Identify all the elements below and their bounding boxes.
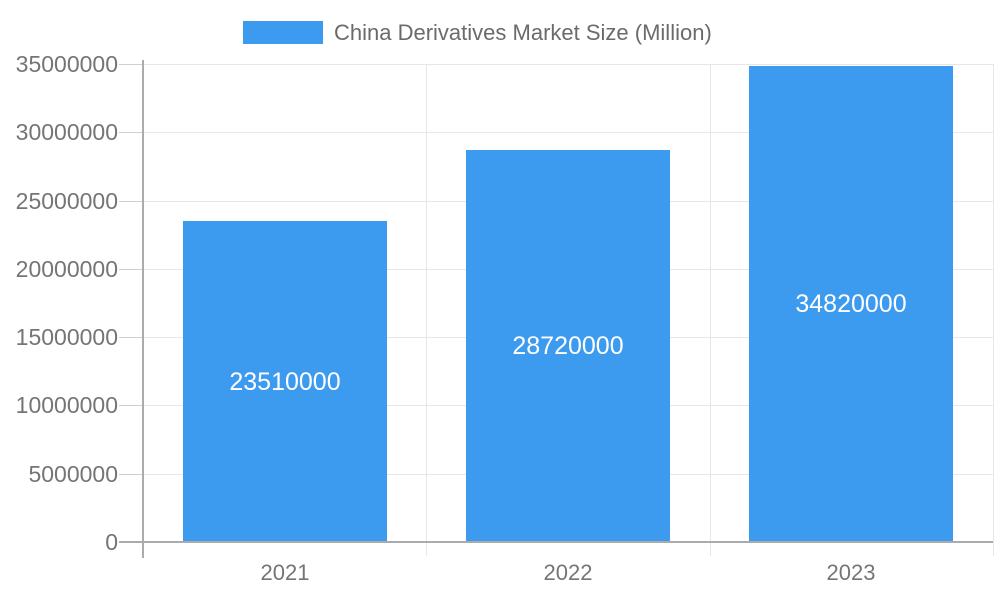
y-axis-tick-label: 35000000 xyxy=(15,51,118,77)
y-axis-tick xyxy=(119,201,143,202)
y-axis-tick xyxy=(119,405,143,406)
legend-label: China Derivatives Market Size (Million) xyxy=(334,20,712,45)
y-axis-tick-label: 0 xyxy=(105,529,118,555)
y-gridline xyxy=(143,132,993,133)
y-axis-tick-label: 10000000 xyxy=(15,392,118,418)
bar-value-label: 34820000 xyxy=(795,290,907,318)
x-gridline xyxy=(426,64,427,556)
plot-right-border xyxy=(993,64,994,556)
y-axis-tick xyxy=(119,269,143,270)
bar-2022 xyxy=(466,150,670,542)
y-axis-tick-label: 25000000 xyxy=(15,188,118,214)
x-axis-tick-label: 2022 xyxy=(543,560,593,585)
y-axis-tick xyxy=(119,64,143,65)
bar-2023 xyxy=(749,66,953,542)
y-axis-tick-label: 20000000 xyxy=(15,256,118,282)
y-axis-tick xyxy=(119,337,143,338)
bar-value-label: 23510000 xyxy=(229,368,341,396)
y-axis-tick-label: 30000000 xyxy=(15,119,118,145)
bar-2021 xyxy=(183,221,387,542)
legend-swatch xyxy=(243,21,323,44)
legend: China Derivatives Market Size (Million) xyxy=(0,0,1000,52)
y-axis-tick xyxy=(119,474,143,475)
x-gridline xyxy=(710,64,711,556)
x-axis-line xyxy=(119,541,993,543)
y-gridline xyxy=(143,64,993,65)
y-axis-tick xyxy=(119,132,143,133)
y-axis-line xyxy=(142,60,144,558)
y-axis-tick-label: 15000000 xyxy=(15,324,118,350)
bar-value-label: 28720000 xyxy=(512,332,624,360)
x-axis-tick-label: 2023 xyxy=(826,560,876,585)
x-axis-tick-label: 2021 xyxy=(260,560,310,585)
y-axis-tick-label: 5000000 xyxy=(28,461,118,487)
